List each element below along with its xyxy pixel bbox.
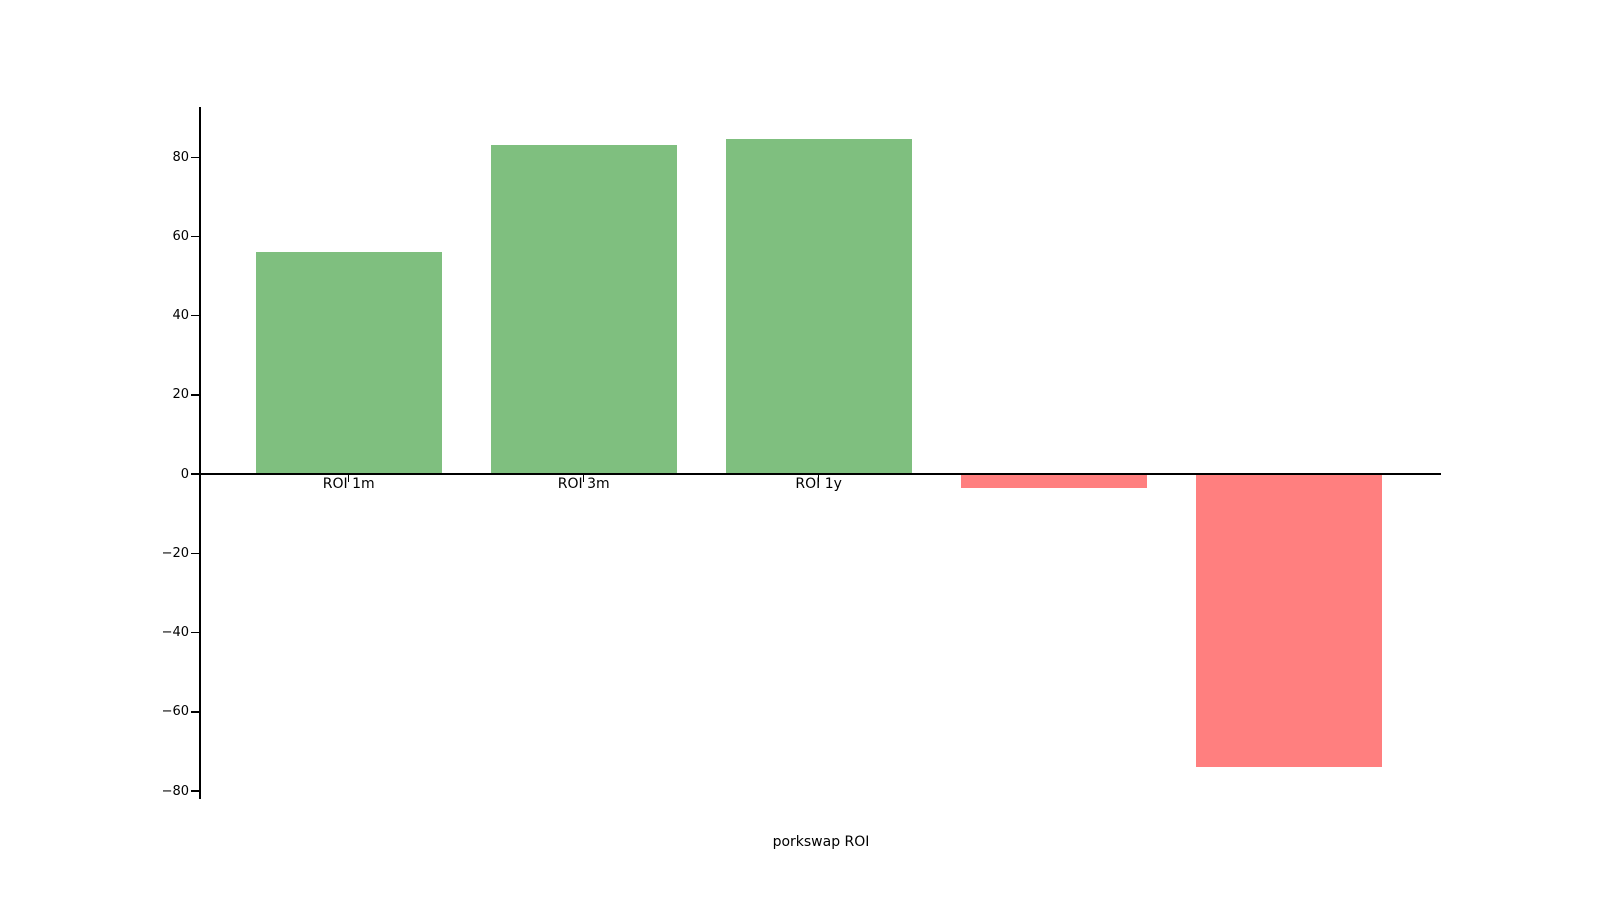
x-axis-line <box>199 473 1441 475</box>
y-tick <box>191 711 199 713</box>
x-axis-title: porkswap ROI <box>772 834 870 850</box>
y-tick <box>191 631 199 634</box>
bar-roi-1y <box>725 139 912 475</box>
y-tick <box>191 315 199 317</box>
y-tick <box>191 790 199 792</box>
y-axis <box>199 107 201 799</box>
y-tick <box>191 552 199 555</box>
x-tick <box>583 474 585 483</box>
y-tick <box>191 473 199 475</box>
y-tick-label: −20 <box>161 545 189 561</box>
y-tick <box>191 394 199 396</box>
y-tick-label: 60 <box>172 229 189 245</box>
bar-roi-1m <box>255 252 442 475</box>
y-tick-label: 40 <box>172 308 189 324</box>
y-tick <box>191 156 199 158</box>
bar-roi-3 <box>960 474 1147 488</box>
x-tick-label: ROI 3m <box>557 476 610 493</box>
x-tick-label: ROI 1y <box>795 476 842 493</box>
y-tick-label: −80 <box>161 783 189 799</box>
y-tick-label: 20 <box>172 387 189 403</box>
y-tick-label: 80 <box>172 149 189 165</box>
y-tick-label: −40 <box>161 625 189 641</box>
x-tick-label: ROI 1m <box>322 476 375 493</box>
y-tick-label: −60 <box>161 704 189 720</box>
bar-roi-4 <box>1195 474 1382 768</box>
y-tick <box>191 235 199 238</box>
x-tick <box>818 474 820 483</box>
y-tick-label: 0 <box>180 466 189 482</box>
x-tick <box>348 474 350 483</box>
bar-roi-3m <box>490 145 677 475</box>
